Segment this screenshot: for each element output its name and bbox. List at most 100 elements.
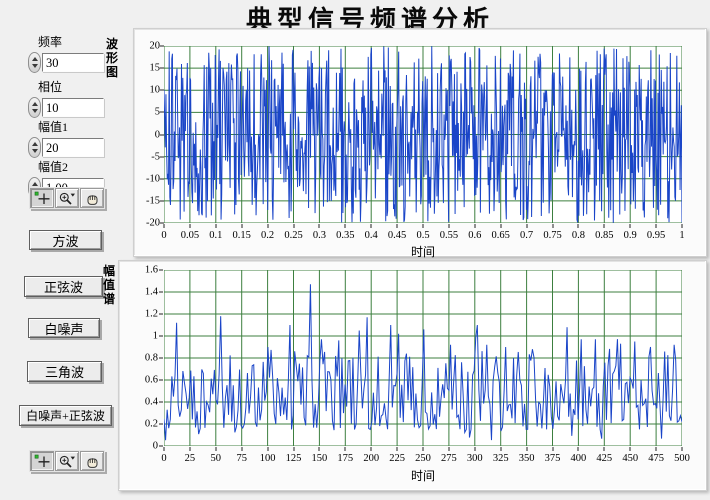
increment-icon[interactable] xyxy=(31,182,38,186)
x-tick-mark xyxy=(267,224,269,228)
x-tick-mark xyxy=(293,224,294,228)
frequency-spinner[interactable] xyxy=(28,52,41,73)
x-tick-mark xyxy=(474,224,476,228)
x-tick-mark xyxy=(189,447,191,451)
y-tick-label: -5 xyxy=(151,151,160,163)
spectrum-signal-trace xyxy=(164,270,682,446)
x-tick-label: 0.9 xyxy=(623,230,637,241)
square-wave-button[interactable]: 方波 xyxy=(29,230,102,250)
white-noise-button[interactable]: 白噪声 xyxy=(28,318,100,338)
x-tick-label: 100 xyxy=(259,453,276,464)
cursor-tool-button[interactable] xyxy=(30,188,54,208)
y-tick-mark xyxy=(160,111,164,113)
frequency-label: 频率 xyxy=(38,35,63,49)
frequency-input[interactable]: 30 xyxy=(42,53,104,72)
pan-tool-button[interactable] xyxy=(80,451,104,471)
pan-tool-button[interactable] xyxy=(80,188,104,208)
waveform-y-axis-labels: 20 15 10 5 0 -5 -10 -15 -20 xyxy=(136,41,160,229)
x-tick-label: 0.1 xyxy=(209,230,223,241)
waveform-x-axis-labels: 0 0.05 0.1 0.15 0.2 0.25 0.3 0.35 0.4 0.45 0.5 0.55… xyxy=(161,230,685,242)
y-tick-mark xyxy=(159,335,163,337)
y-tick-label: 20 xyxy=(149,40,161,52)
amplitude1-control: 幅值1 20 xyxy=(28,118,118,158)
amplitude1-input[interactable]: 20 xyxy=(42,138,104,157)
x-tick-mark xyxy=(474,447,476,451)
magnifier-icon xyxy=(59,455,75,468)
x-tick-label: 0 xyxy=(161,230,167,241)
y-tick-label: -10 xyxy=(146,173,160,185)
phase-input[interactable]: 10 xyxy=(42,98,104,117)
waveform-graph-label: 波形图 xyxy=(105,37,118,79)
increment-icon[interactable] xyxy=(31,142,38,146)
x-tick-label: 0 xyxy=(161,453,167,464)
x-tick-label: 0.95 xyxy=(646,230,666,241)
x-tick-label: 0.25 xyxy=(284,230,303,241)
waveform-signal-trace xyxy=(164,46,682,223)
y-tick-mark xyxy=(160,89,164,91)
x-tick-label: 50 xyxy=(210,453,222,464)
y-tick-label: 0.8 xyxy=(144,352,158,364)
x-tick-mark xyxy=(344,224,346,228)
y-tick-label: 0.4 xyxy=(144,396,158,408)
waveform-chart-panel: 20 15 10 5 0 -5 -10 -15 -20 0 0.05 0.1 0.15 0.2 0.25 0… xyxy=(133,28,707,259)
x-tick-mark xyxy=(163,224,165,228)
waveform-y-axis-ticks xyxy=(160,45,164,224)
x-tick-mark xyxy=(577,447,579,451)
x-tick-mark xyxy=(681,224,683,228)
phase-label: 相位 xyxy=(38,80,63,94)
zoom-tool-button[interactable] xyxy=(55,451,79,471)
x-tick-label: 0.4 xyxy=(364,230,378,241)
decrement-icon[interactable] xyxy=(31,64,38,68)
x-tick-label: 150 xyxy=(311,453,328,464)
y-tick-label: -15 xyxy=(146,195,160,207)
white-noise-plus-sine-button[interactable]: 白噪声+正弦波 xyxy=(19,405,112,426)
x-tick-mark xyxy=(344,447,346,451)
amplitude1-spinner[interactable] xyxy=(28,137,41,158)
decrement-icon[interactable] xyxy=(31,109,38,113)
x-tick-mark xyxy=(189,224,191,228)
x-tick-label: 250 xyxy=(415,453,431,464)
x-tick-label: 125 xyxy=(285,453,302,464)
y-tick-label: 0 xyxy=(154,129,160,140)
x-tick-mark xyxy=(552,447,553,451)
x-tick-label: 475 xyxy=(648,453,664,464)
decrement-icon[interactable] xyxy=(31,149,38,153)
x-tick-label: 0.7 xyxy=(520,230,534,241)
zoom-tool-button[interactable] xyxy=(55,188,79,208)
x-tick-mark xyxy=(577,224,579,228)
increment-icon[interactable] xyxy=(31,57,38,61)
spectrum-x-axis-ticks xyxy=(163,447,683,451)
x-tick-label: 350 xyxy=(518,453,535,464)
y-tick-mark xyxy=(159,357,163,359)
triangle-wave-button[interactable]: 三角波 xyxy=(27,361,102,382)
waveform-x-axis-ticks xyxy=(163,224,683,228)
x-tick-label: 0.3 xyxy=(312,230,326,241)
x-tick-mark xyxy=(500,447,502,451)
waveform-plot-area[interactable] xyxy=(164,46,682,223)
phase-control: 相位 10 xyxy=(28,78,118,118)
x-tick-mark xyxy=(241,447,243,451)
x-tick-mark xyxy=(370,447,372,451)
y-tick-label: 5 xyxy=(154,106,160,118)
x-tick-label: 425 xyxy=(596,453,613,464)
x-tick-mark xyxy=(526,447,528,451)
graph-palette-spectrum xyxy=(29,450,105,472)
increment-icon[interactable] xyxy=(31,102,38,106)
graph-palette-waveform xyxy=(29,187,105,209)
x-tick-mark xyxy=(603,447,605,451)
phase-spinner[interactable] xyxy=(28,97,41,118)
x-tick-mark xyxy=(603,224,605,228)
x-tick-label: 400 xyxy=(570,453,587,464)
x-tick-mark xyxy=(318,224,320,228)
x-tick-mark xyxy=(448,224,450,228)
x-tick-label: 0.15 xyxy=(232,230,251,241)
spectrum-plot-area[interactable] xyxy=(164,270,682,446)
y-tick-mark xyxy=(159,445,163,447)
y-tick-mark xyxy=(160,67,164,69)
sine-wave-button[interactable]: 正弦波 xyxy=(24,276,103,297)
y-tick-mark xyxy=(160,134,164,135)
x-tick-mark xyxy=(396,447,398,451)
cursor-tool-button[interactable] xyxy=(30,451,54,471)
x-tick-label: 1 xyxy=(679,230,685,241)
